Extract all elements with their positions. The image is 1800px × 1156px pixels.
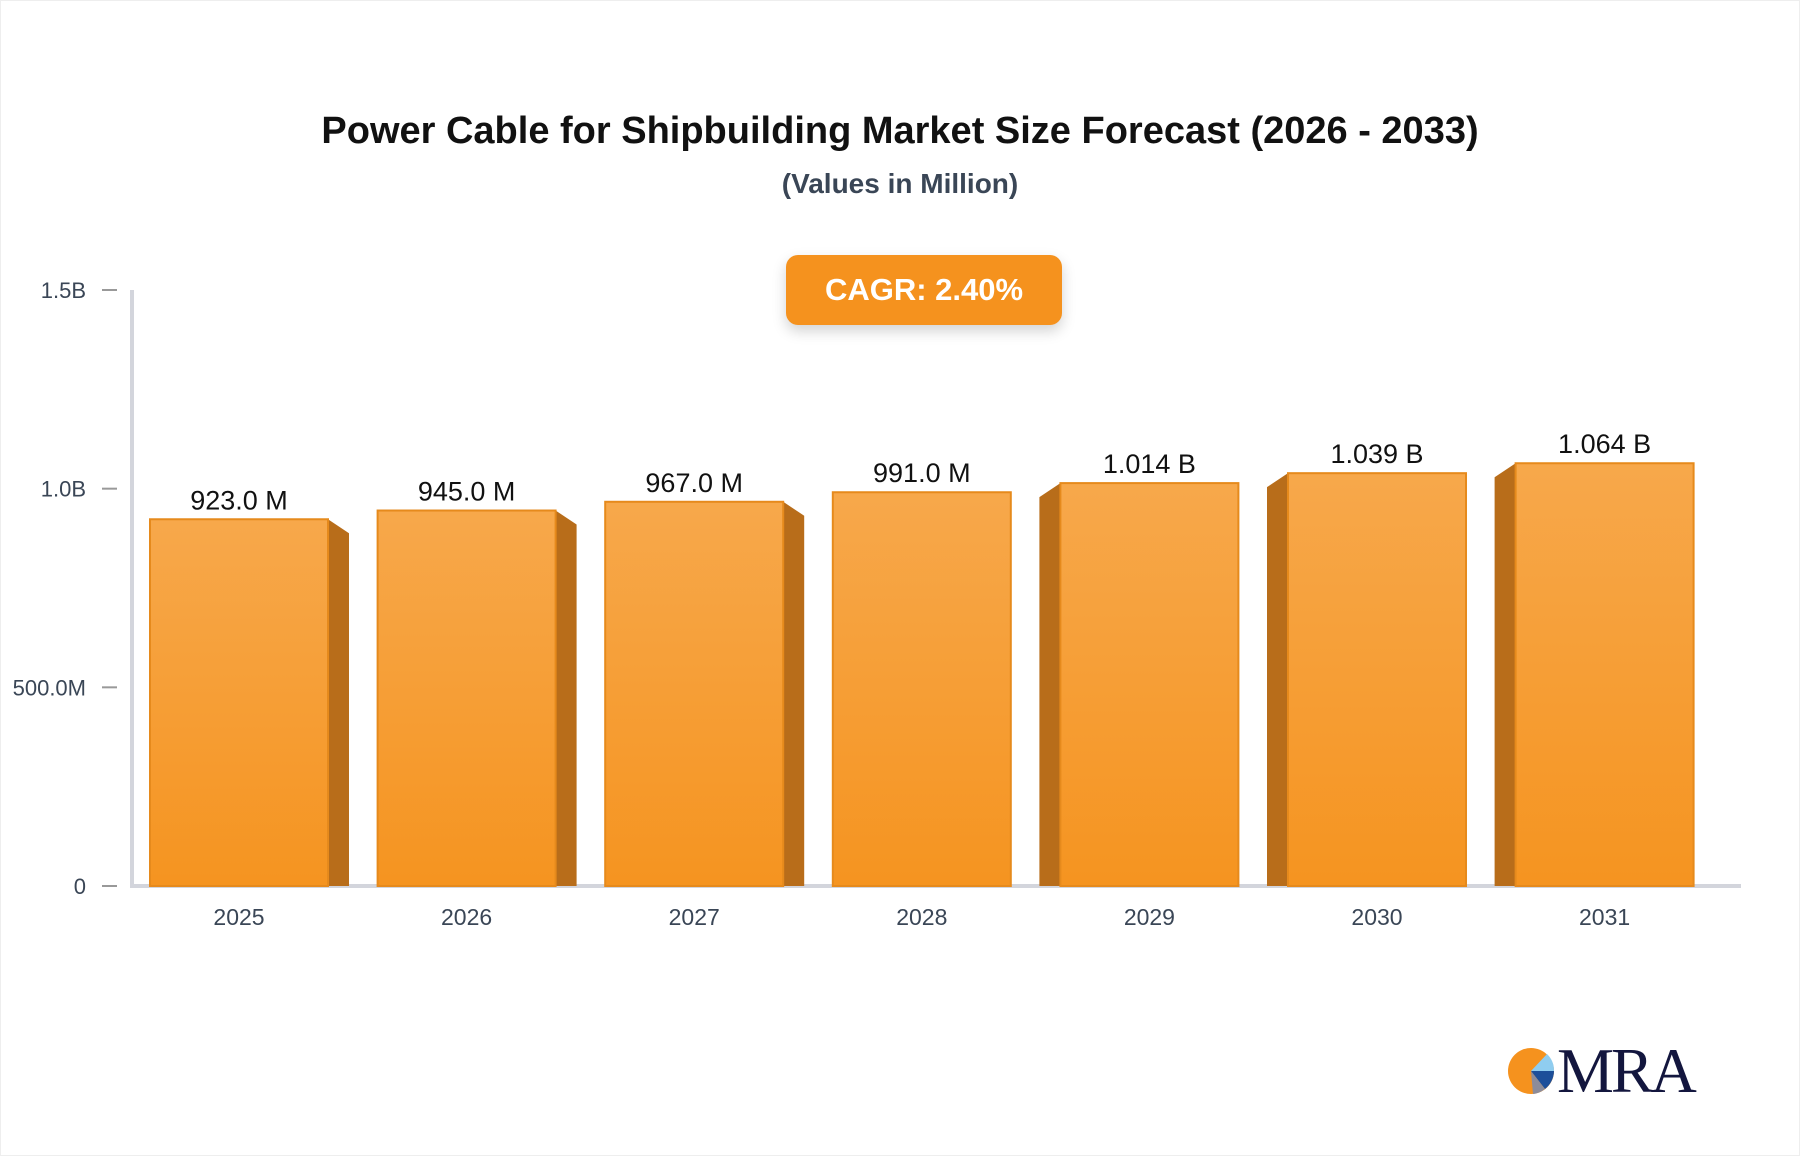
chart-title: Power Cable for Shipbuilding Market Size… bbox=[321, 110, 1479, 152]
x-tick-label: 2026 bbox=[441, 904, 492, 930]
x-tick-label: 2029 bbox=[1124, 904, 1175, 930]
bar-side bbox=[1039, 483, 1061, 886]
bar-side bbox=[1494, 463, 1516, 886]
x-tick-label: 2031 bbox=[1579, 904, 1630, 930]
data-label: 967.0 M bbox=[645, 468, 743, 498]
data-label: 1.014 B bbox=[1103, 449, 1196, 479]
bar-side bbox=[328, 519, 349, 886]
chart-subtitle: (Values in Million) bbox=[781, 168, 1019, 199]
logo-text: MRA bbox=[1557, 1035, 1697, 1106]
bar bbox=[1514, 462, 1695, 887]
y-tick-label: 500.0M bbox=[13, 675, 86, 700]
cagr-badge: CAGR: 2.40% bbox=[786, 255, 1062, 325]
bar bbox=[1287, 472, 1467, 887]
data-label: 945.0 M bbox=[418, 477, 516, 507]
data-label: 991.0 M bbox=[873, 458, 971, 488]
x-tick-label: 2030 bbox=[1351, 904, 1402, 930]
bar bbox=[1059, 482, 1240, 887]
data-label: 1.064 B bbox=[1558, 429, 1651, 459]
data-label: 923.0 M bbox=[190, 485, 288, 515]
pie-logo-icon bbox=[1508, 1048, 1555, 1094]
bar bbox=[149, 518, 329, 888]
x-tick-label: 2025 bbox=[213, 904, 264, 930]
bar-side bbox=[783, 501, 805, 886]
y-tick-label: 0 bbox=[74, 874, 86, 899]
x-tick-label: 2027 bbox=[669, 904, 720, 930]
bar bbox=[831, 491, 1012, 887]
bar bbox=[376, 509, 557, 887]
mra-logo: MRA bbox=[1505, 1035, 1705, 1106]
x-tick-label: 2028 bbox=[896, 904, 947, 930]
bar-side bbox=[1267, 473, 1288, 886]
bar bbox=[604, 500, 785, 887]
y-tick-label: 1.5B bbox=[41, 278, 86, 303]
y-tick-label: 1.0B bbox=[41, 477, 86, 502]
bar-side bbox=[555, 510, 577, 886]
data-label: 1.039 B bbox=[1330, 439, 1423, 469]
